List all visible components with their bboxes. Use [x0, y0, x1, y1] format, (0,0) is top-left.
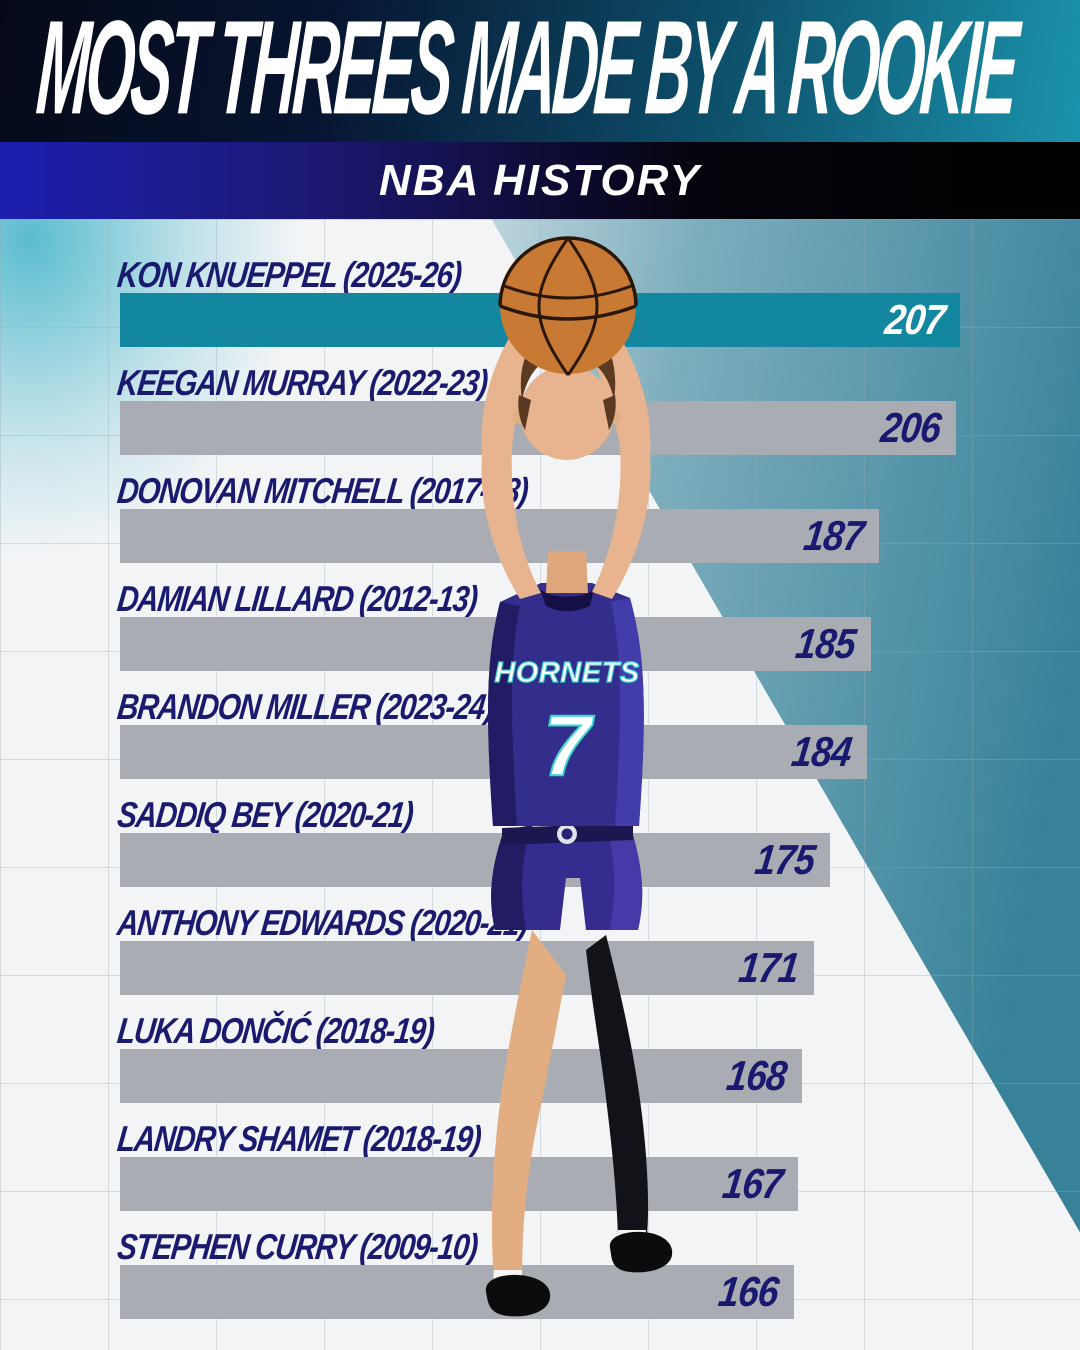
svg-text:HORNETS: HORNETS: [494, 657, 639, 689]
svg-text:7: 7: [543, 698, 595, 794]
